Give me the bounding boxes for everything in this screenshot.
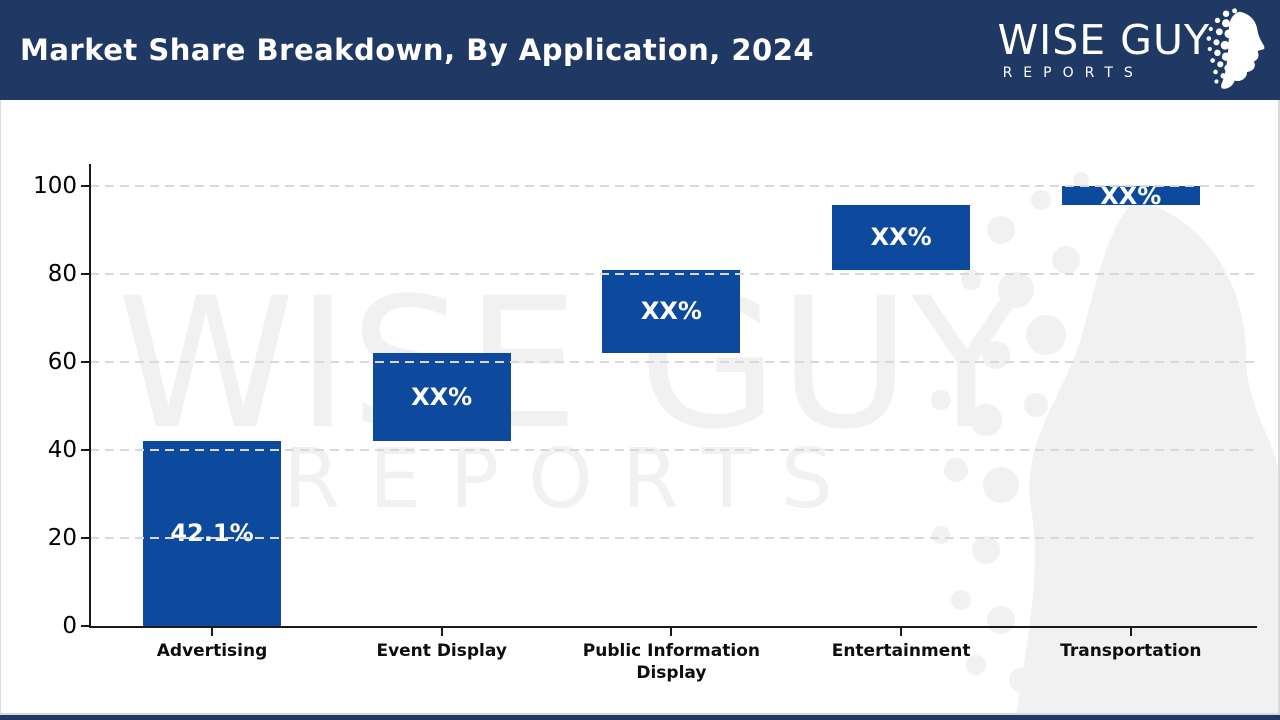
x-axis-spine [89,626,1257,628]
logo-wordmark: WISE GUY [997,15,1210,64]
y-tick [81,625,90,627]
bar-value-label: XX% [411,382,473,411]
y-tick [81,185,90,187]
x-tick-label: Public Information Display [582,641,760,683]
watermark-subtitle: REPORTS [283,432,862,527]
x-tick-label: Entertainment [831,641,971,661]
gridline-40 [90,449,1254,451]
bar-transportation: XX% [1061,181,1200,210]
x-tick [440,627,443,636]
x-tick [900,627,903,636]
x-tick [1129,627,1132,636]
footer-strip [0,715,1280,720]
y-tick-label: 40 [47,437,77,463]
gridline-100 [90,185,1254,187]
watermark-head-icon [931,172,1278,713]
bar-value-label: XX% [640,297,702,326]
y-tick-label: 60 [47,349,77,375]
x-tick-label: Event Display [376,641,507,661]
bar-value-label: 42.1% [170,519,254,548]
header-bar: Market Share Breakdown, By Application, … [0,0,1280,100]
gridline-20 [90,537,1254,539]
y-tick [81,537,90,539]
wise-guy-head-icon [1206,8,1265,89]
y-tick-label: 0 [62,613,77,639]
bar-advertising: 42.1% [143,440,281,626]
bar-value-label: XX% [1100,181,1162,210]
y-tick [81,361,90,363]
logo-text: WISE GUY REPORTS [997,15,1210,82]
wise-guy-logo: WISE GUY REPORTS [998,4,1270,96]
y-tick-label: 20 [47,525,77,551]
y-axis-spine [89,164,91,628]
gridline-60 [90,361,1254,363]
bar-entertainment: XX% [832,205,971,270]
x-tick [670,627,673,636]
y-tick [81,273,90,275]
watermark: WISE GUY REPORTS [1,100,1278,713]
bar-event-display: XX% [372,353,511,441]
x-tick [211,627,213,636]
gridline-80 [90,273,1254,275]
watermark-wordmark: WISE GUY [117,260,1023,469]
y-tick-label: 80 [47,261,77,287]
y-tick [81,449,90,451]
bar-public-information-display: XX% [602,269,741,354]
x-tick-label: Advertising [156,641,268,661]
x-tick-label: Transportation [1060,641,1202,661]
plot-area: 42.1% Advertising XX% Event Display XX% Publi… [1,100,1278,713]
bar-value-label: XX% [870,223,932,252]
page-title: Market Share Breakdown, By Application, … [20,33,815,67]
y-tick-label: 100 [33,173,77,199]
chart-canvas: WISE GUY REPORTS 42.1% Advertisi [0,100,1280,715]
logo-subtitle: REPORTS [1002,65,1144,82]
